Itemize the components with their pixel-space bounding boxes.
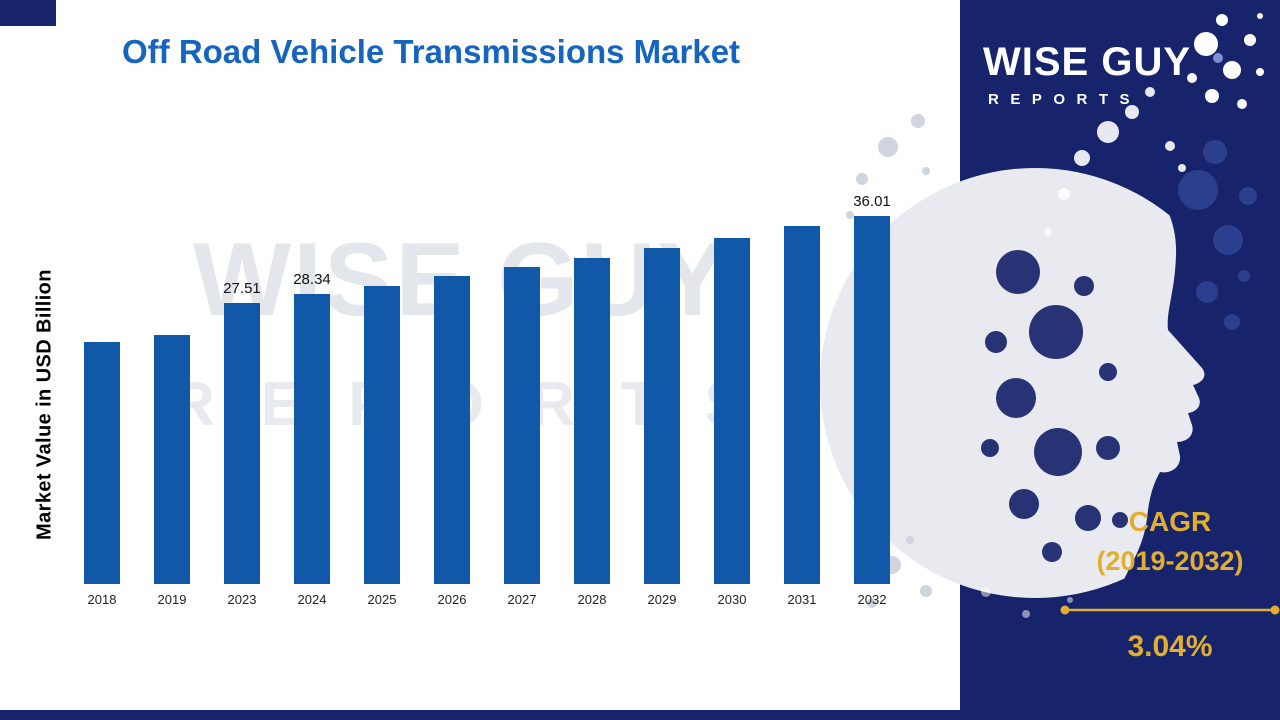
x-axis-tick-label: 2032 xyxy=(857,592,887,607)
bar xyxy=(854,216,890,584)
x-axis-tick-label: 2018 xyxy=(87,592,117,607)
bar xyxy=(224,303,260,584)
bottom-accent-bar xyxy=(0,710,1280,720)
cagr-range: (2019-2032) xyxy=(1096,545,1244,576)
brand-name: WISE GUY xyxy=(983,40,1192,84)
bar-value-label: 36.01 xyxy=(853,193,891,210)
x-axis-tick-label: 2025 xyxy=(367,592,397,607)
bar xyxy=(154,335,190,584)
x-axis-tick-label: 2031 xyxy=(787,592,817,607)
bar-group: 2030 xyxy=(712,190,752,608)
cagr-value: 3.04% xyxy=(1127,630,1213,664)
bar xyxy=(574,258,610,584)
face-profile-graphic xyxy=(981,13,1280,624)
bar-value-label: 27.51 xyxy=(223,280,261,297)
cagr-underline-arrow-icon xyxy=(1060,605,1280,615)
bar xyxy=(84,342,120,584)
bar xyxy=(434,276,470,584)
x-axis-tick-label: 2029 xyxy=(647,592,677,607)
bar-group: 2019 xyxy=(152,190,192,608)
brand-logo: WISE GUY REPORTS xyxy=(983,40,1193,108)
x-axis-tick-label: 2019 xyxy=(157,592,187,607)
bar-group: 2026 xyxy=(432,190,472,608)
y-axis-label: Market Value in USD Billion xyxy=(33,269,56,540)
corner-accent xyxy=(0,0,56,26)
bar-group: 36.01 2032 xyxy=(852,190,892,608)
x-axis-tick-label: 2026 xyxy=(437,592,467,607)
bar xyxy=(294,294,330,584)
bar-group: 2027 xyxy=(502,190,542,608)
x-axis-tick-label: 2028 xyxy=(577,592,607,607)
bar xyxy=(714,238,750,584)
x-axis-tick-label: 2023 xyxy=(227,592,257,607)
cagr-label: CAGR xyxy=(1128,506,1212,537)
x-axis-tick-label: 2024 xyxy=(297,592,327,607)
bar xyxy=(644,248,680,584)
bar-value-label: 28.34 xyxy=(293,271,331,288)
bar-group: 2028 xyxy=(572,190,612,608)
bar-group: 2029 xyxy=(642,190,682,608)
bar-chart: 2018 2019 27.51 2023 28.34 2024 2025 2026 2027 20… xyxy=(82,190,892,608)
bar-group: 2025 xyxy=(362,190,402,608)
bar-group: 27.51 2023 xyxy=(222,190,262,608)
cagr-block: CAGR (2019-2032) 3.04% xyxy=(1055,505,1280,664)
bar xyxy=(504,267,540,584)
x-axis-tick-label: 2030 xyxy=(717,592,747,607)
bar-group: 28.34 2024 xyxy=(292,190,332,608)
bar-group: 2031 xyxy=(782,190,822,608)
brand-subtitle: REPORTS xyxy=(988,91,1142,108)
x-axis-tick-label: 2027 xyxy=(507,592,537,607)
bar xyxy=(784,226,820,584)
chart-title: Off Road Vehicle Transmissions Market xyxy=(122,33,741,70)
bar-group: 2018 xyxy=(82,190,122,608)
bar xyxy=(364,286,400,584)
